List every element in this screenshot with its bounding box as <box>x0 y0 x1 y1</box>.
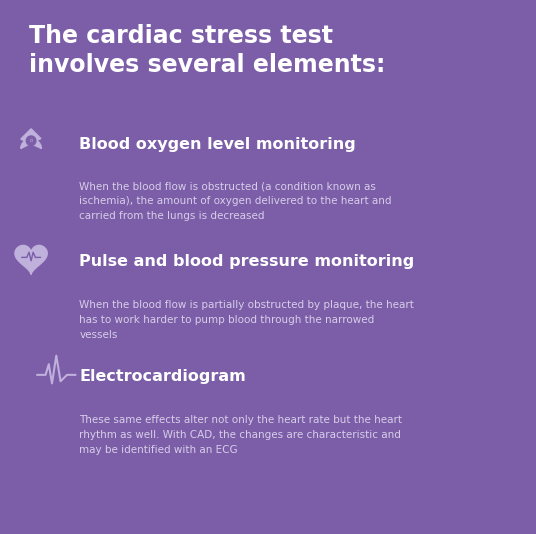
Text: Electrocardiogram: Electrocardiogram <box>79 369 246 384</box>
Text: The cardiac stress test
involves several elements:: The cardiac stress test involves several… <box>29 24 386 77</box>
Text: Pulse and blood pressure monitoring: Pulse and blood pressure monitoring <box>79 254 414 269</box>
Circle shape <box>26 136 36 146</box>
Text: When the blood flow is obstructed (a condition known as
ischemia), the amount of: When the blood flow is obstructed (a con… <box>79 182 392 221</box>
Polygon shape <box>21 129 41 148</box>
Polygon shape <box>15 246 47 274</box>
Text: When the blood flow is partially obstructed by plaque, the heart
has to work har: When the blood flow is partially obstruc… <box>79 300 414 340</box>
Text: Blood oxygen level monitoring: Blood oxygen level monitoring <box>79 137 356 152</box>
Text: o: o <box>29 138 33 143</box>
Text: These same effects alter not only the heart rate but the heart
rhythm as well. W: These same effects alter not only the he… <box>79 415 403 455</box>
